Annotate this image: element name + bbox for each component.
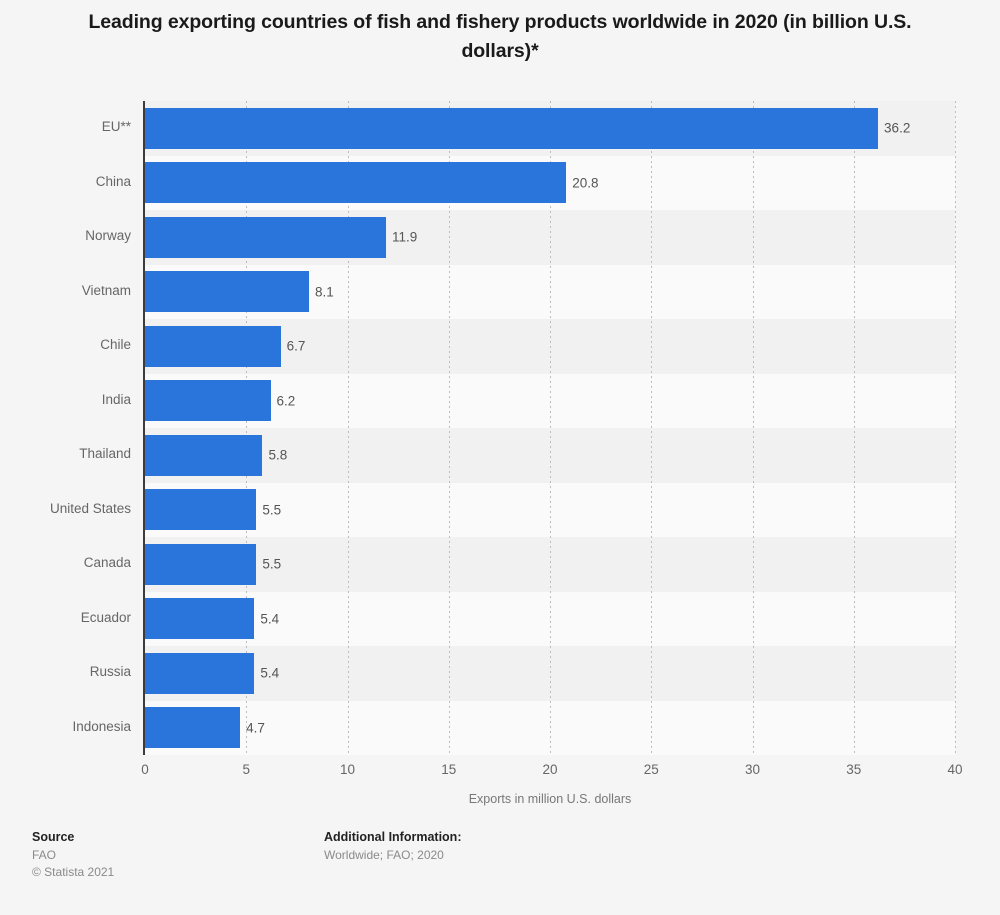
footer-divider (0, 820, 1000, 821)
bar[interactable] (145, 707, 241, 749)
bar[interactable] (145, 652, 255, 694)
x-axis-tick-label: 10 (339, 762, 356, 777)
gridline (246, 101, 248, 755)
bar-row[interactable]: 5.5 (145, 489, 955, 531)
bar[interactable] (145, 216, 386, 258)
bar[interactable] (145, 434, 263, 476)
category-label: Thailand (79, 446, 131, 462)
bar-row[interactable]: 6.2 (145, 380, 955, 422)
bar[interactable] (145, 489, 257, 531)
bar-value-label: 20.8 (572, 175, 599, 191)
x-axis-title: Exports in million U.S. dollars (468, 792, 632, 806)
bar-row[interactable]: 4.7 (145, 707, 955, 749)
gridline (550, 101, 551, 755)
category-label: EU** (101, 119, 131, 135)
bar[interactable] (145, 380, 271, 422)
x-axis-tick-label: 30 (744, 762, 761, 777)
category-label: Norway (85, 228, 131, 244)
bar-value-label: 4.7 (246, 720, 265, 736)
bar-value-label: 6.2 (276, 393, 296, 409)
x-axis-tick-label: 15 (441, 762, 457, 777)
bar[interactable] (145, 271, 310, 313)
gridline (651, 101, 653, 755)
gridline (752, 101, 754, 755)
bar-value-label: 5.4 (260, 611, 280, 627)
category-label: Canada (83, 555, 131, 571)
category-label: Russia (89, 664, 131, 680)
bar-value-label: 8.1 (315, 284, 334, 300)
bar-row[interactable]: 5.5 (145, 543, 955, 585)
bar-value-label: 6.7 (286, 338, 306, 354)
bar-row[interactable]: 5.8 (145, 434, 955, 476)
gridline (347, 101, 349, 755)
bar[interactable] (145, 598, 255, 640)
footer-source-name: FAO (32, 848, 57, 862)
gridline (448, 101, 450, 755)
footer-copyright: © Statista 2021 (32, 865, 115, 879)
category-label: Chile (100, 337, 131, 353)
bar-value-label: 5.5 (262, 502, 282, 518)
x-axis-tick-label: 5 (242, 762, 251, 777)
bar-row[interactable]: 6.7 (145, 325, 955, 367)
bar-value-label: 5.8 (268, 447, 288, 463)
bar-value-label: 36.2 (884, 120, 911, 136)
category-label: Ecuador (80, 609, 131, 625)
y-axis-category-labels: EU** China Norway Vietnam Chile India Thailand… (0, 101, 131, 755)
x-axis-tick-label: 25 (643, 762, 659, 777)
category-label: China (95, 173, 131, 189)
footer-additional-heading: Additional Information: (324, 830, 462, 844)
plot-area: 36.2 20.8 11.9 8.1 6.7 6.2 5.8 5.5 5.5 5.4 5.4 4.7 (143, 101, 956, 755)
footer-additional-text: Worldwide; FAO; 2020 (324, 848, 444, 862)
category-label: Vietnam (81, 282, 131, 298)
bar-row[interactable]: 11.9 (145, 216, 955, 258)
bar-row[interactable]: 5.4 (145, 652, 955, 694)
bar-row[interactable]: 5.4 (145, 598, 955, 640)
bar[interactable] (145, 162, 567, 204)
footer-source-block: Source FAO © Statista 2021 (32, 830, 114, 881)
bar[interactable] (145, 107, 879, 149)
category-label: India (101, 391, 131, 407)
category-label: United States (49, 500, 131, 516)
bar-value-label: 11.9 (391, 229, 418, 245)
category-label: Indonesia (72, 718, 131, 734)
x-axis-tick-label: 20 (542, 762, 558, 777)
bar-row[interactable]: 36.2 (145, 107, 955, 149)
y-axis-line (143, 101, 145, 755)
x-axis-tick-label: 0 (141, 762, 149, 777)
gridline (955, 101, 956, 755)
bar[interactable] (145, 543, 257, 585)
gridline (853, 101, 855, 755)
bar-row[interactable]: 20.8 (145, 162, 955, 204)
bar-value-label: 5.5 (262, 556, 282, 572)
x-axis-tick-label: 35 (846, 762, 862, 777)
footer-source-heading: Source (32, 830, 75, 844)
page-title: Leading exporting countries of fish and … (88, 11, 912, 62)
bar-value-label: 5.4 (260, 665, 280, 681)
bar-row[interactable]: 8.1 (145, 271, 955, 313)
bar[interactable] (145, 325, 281, 367)
footer-additional-block: Additional Information: Worldwide; FAO; … (324, 830, 461, 864)
x-axis-tick-label: 40 (947, 762, 963, 777)
